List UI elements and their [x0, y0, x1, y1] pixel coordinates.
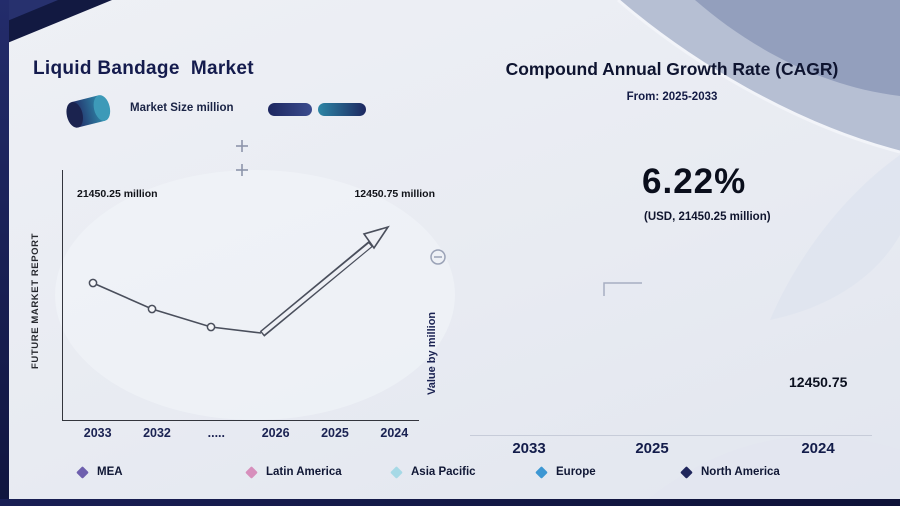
swoosh-highlight-line: [617, 0, 900, 154]
market-size-x-label: 2033: [83, 426, 112, 440]
market-size-x-label: 2032: [143, 426, 171, 440]
page-title: Liquid Bandage Market: [33, 58, 254, 79]
legend-item-latin-america: Latin America: [245, 465, 392, 479]
legend-item-north-america: North America: [680, 465, 780, 479]
chart-end-value: 12450.75 million: [354, 188, 435, 200]
chart-start-value: 21450.25 million: [77, 188, 158, 200]
legend-label: North America: [701, 466, 780, 478]
bottom-right-wave-decoration: [640, 436, 900, 506]
legend-pill-teal-icon: [318, 103, 366, 116]
bottom-border-strip: [0, 499, 900, 506]
top-left-corner-accent: [0, 0, 58, 24]
market-size-x-label: 2025: [321, 426, 349, 440]
legend-label: Europe: [556, 466, 596, 478]
market-size-x-label: 2024: [380, 426, 409, 440]
end-value-2024: 12450.75: [789, 374, 848, 390]
market-size-x-label: .....: [207, 426, 225, 440]
market-size-x-axis: 2033 2032..... 2026 2025 2024: [62, 426, 430, 440]
future-market-report-watermark: FUTURE MARKET REPORT: [30, 232, 41, 370]
legend-item-asia-pacific: Asia Pacific: [390, 465, 537, 479]
legend-pill-navy-icon: [268, 103, 312, 116]
diamond-icon: [680, 465, 693, 479]
minus-circle-icon: [430, 249, 446, 265]
market-size-x-label: 2026: [261, 426, 290, 440]
diamond-icon: [76, 465, 89, 479]
step-bracket-decoration: [603, 282, 642, 296]
plus-icon: [236, 140, 248, 152]
diamond-icon: [535, 465, 548, 479]
cagr-note: (USD, 21450.25 million): [644, 211, 771, 223]
legend-label: Asia Pacific: [411, 466, 476, 478]
market-size-chart: 21450.25 million 12450.75 million: [62, 170, 435, 421]
cagr-title: Compound Annual Growth Rate (CAGR): [505, 59, 839, 79]
cagr-baseline: [470, 435, 872, 436]
cagr-value: 6.22%: [642, 162, 747, 201]
left-border-strip: [0, 0, 9, 506]
region-legend: MEA Latin America Asia Pacific Europe North …: [76, 465, 780, 479]
diamond-icon: [390, 465, 403, 479]
diamond-icon: [245, 465, 258, 479]
top-right-swoosh-inner: [695, 0, 900, 96]
legend-item-europe: Europe: [535, 465, 682, 479]
value-axis-label: Value by million: [426, 311, 438, 395]
cagr-chart: [470, 160, 880, 436]
cagr-x-label-2033: 2033: [512, 440, 546, 457]
cagr-x-label-2024: 2024: [801, 440, 835, 457]
right-swoosh-decoration: [770, 155, 900, 320]
market-size-label: Market Size million: [130, 102, 234, 114]
database-cylinder-icon: [66, 95, 111, 128]
legend-item-mea: MEA: [76, 465, 247, 479]
legend-label: Latin America: [266, 466, 342, 478]
plus-icon: [236, 164, 248, 176]
cagr-subtitle: From: 2025-2033: [626, 91, 718, 103]
market-size-bars: [63, 170, 419, 420]
cagr-x-label-2025: 2025: [635, 440, 669, 457]
legend-label: MEA: [97, 466, 123, 478]
